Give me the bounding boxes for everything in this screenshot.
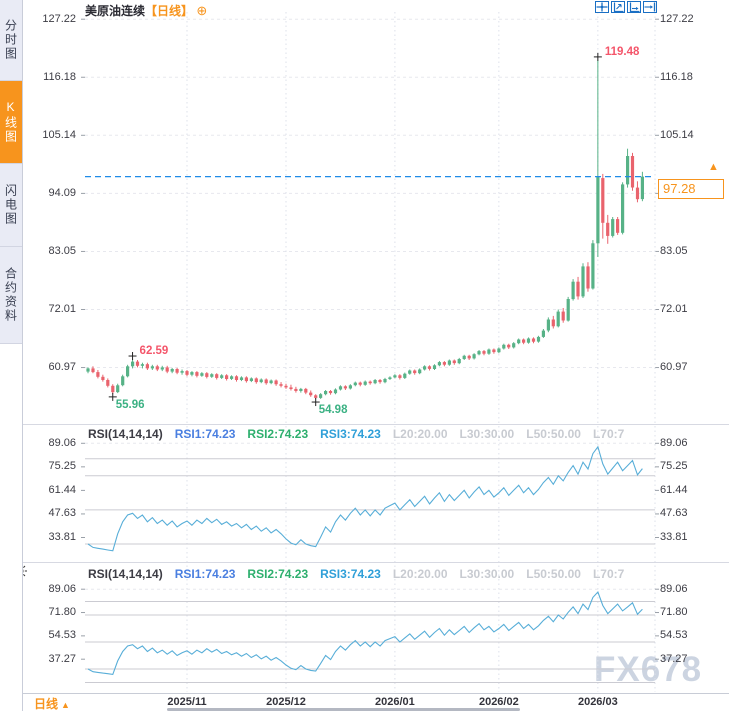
panel-divider [22,424,729,425]
rsi-level-label: L30:30.00 [459,427,515,441]
price-axis-label-right: 60.97 [660,361,688,374]
price-axis-label-left: 72.01 [48,302,76,315]
rsi-panel-1-header: RSI(14,14,14) RSI1:74.23 RSI2:74.23 RSI3:74… [88,427,688,441]
goto-latest-icon[interactable] [643,1,657,13]
rsi1-axis-label-left: 75.25 [48,460,76,473]
rsi-line-1 [87,445,643,552]
rsi-panel-2-header: RSI(14,14,14) RSI1:74.23 RSI2:74.23 RSI3:74… [88,567,688,581]
rsi-level-label: L50:50.00 [526,427,581,441]
rsi1-axis-label-right: 61.44 [660,483,688,496]
panel-divider [22,562,729,563]
rsi-series-label: RSI1:74.23 [174,427,236,441]
rsi1-axis-label-left: 33.81 [48,531,76,543]
rsi2-axis-label-right: 71.80 [660,606,688,619]
timeframe-selector[interactable]: 日线 ▲ [34,695,70,712]
rsi-series-label: RSI1:74.23 [174,567,236,581]
settings-gear-icon[interactable]: ⊕ [196,3,208,18]
date-label: 2026/03 [577,696,618,708]
rsi-level-label: L50:50.00 [526,567,581,581]
candles-group [86,59,644,399]
price-axis-label-left: 116.18 [43,70,76,83]
rsi2-axis-label-right: 54.53 [660,629,688,642]
rsi2-axis-label-left: 89.06 [48,582,76,595]
timeframe-label: 日线 [34,697,59,711]
price-annotation: 54.98 [318,404,348,417]
rsi2-axis-label-left: 37.27 [48,652,76,665]
x-scale-icon[interactable] [611,1,625,13]
price-axis-label-right: 127.22 [660,12,694,25]
crosshair-icon[interactable] [595,1,609,13]
price-axis-label-right: 105.14 [660,128,694,141]
rsi2-axis-label-right: 89.06 [660,582,688,595]
rsi-level-label: L20:20.00 [392,427,448,441]
last-price-value: 97.28 [663,180,696,196]
rsi1-axis-label-right: 47.63 [660,507,688,520]
rsi2-axis-label-left: 71.80 [48,606,76,619]
sidebar-tab-4[interactable]: 合约资料 [0,247,22,344]
rsi-series-label: RSI3:74.23 [320,427,381,441]
rsi1-axis-label-left: 89.06 [48,436,76,449]
footer-divider [22,693,729,694]
price-axis-label-left: 127.22 [42,12,76,25]
timeframe-arrow-icon: ▲ [61,700,70,710]
sidebar: 分时图 K线图 闪电图 合约资料 [0,0,23,711]
rsi-series-label: RSI3:74.23 [320,567,381,581]
period-tag[interactable]: 【日线】 [145,4,194,18]
rsi-series-label: RSI2:74.23 [247,567,309,581]
rsi1-axis-label-left: 47.63 [48,507,76,520]
price-annotation: 62.59 [139,345,169,358]
rsi-level-label: L30:30.00 [459,567,515,581]
sidebar-tab-1[interactable]: 分时图 [0,0,22,81]
price-axis-label-right: 83.05 [660,244,688,257]
chart-toolbar [595,1,657,13]
rsi-level-label: L20:20.00 [392,567,448,581]
scrollbar-thumb[interactable] [167,708,520,711]
rsi-series-label: RSI2:74.23 [247,427,309,441]
rsi-indicator-title: RSI(14,14,14) [88,567,163,581]
rsi-indicator-title: RSI(14,14,14) [88,427,163,441]
rsi-level-label: L70:7 [592,427,625,441]
y-scale-icon[interactable] [627,1,641,13]
rsi1-axis-label-right: 75.25 [660,460,688,473]
sidebar-tab-2[interactable]: K线图 [0,81,22,164]
last-price-box: 97.28 [658,178,724,199]
rsi-level-label: L70:7 [592,567,625,581]
price-annotation: 55.96 [115,398,145,411]
price-axis-label-right: 72.01 [660,302,688,315]
chart-title: 美原油连续【日线】 ⊕ [85,2,207,19]
price-axis-label-left: 105.14 [42,128,76,141]
price-axis-label-left: 94.09 [48,186,76,199]
sidebar-tab-3[interactable]: 闪电图 [0,164,22,247]
price-annotation: 119.48 [604,45,640,58]
watermark: FX678 [594,650,703,689]
price-up-arrow-icon: ▲ [708,160,719,173]
rsi1-axis-label-right: 33.81 [660,531,688,543]
price-axis-label-right: 116.18 [660,70,693,83]
rsi2-axis-label-left: 54.53 [48,629,76,642]
rsi-line-2 [87,590,643,676]
symbol-name: 美原油连续 [85,4,146,18]
price-axis-label-left: 60.97 [48,361,76,374]
rsi1-axis-label-left: 61.44 [48,483,76,496]
price-axis-label-left: 83.05 [48,244,76,257]
